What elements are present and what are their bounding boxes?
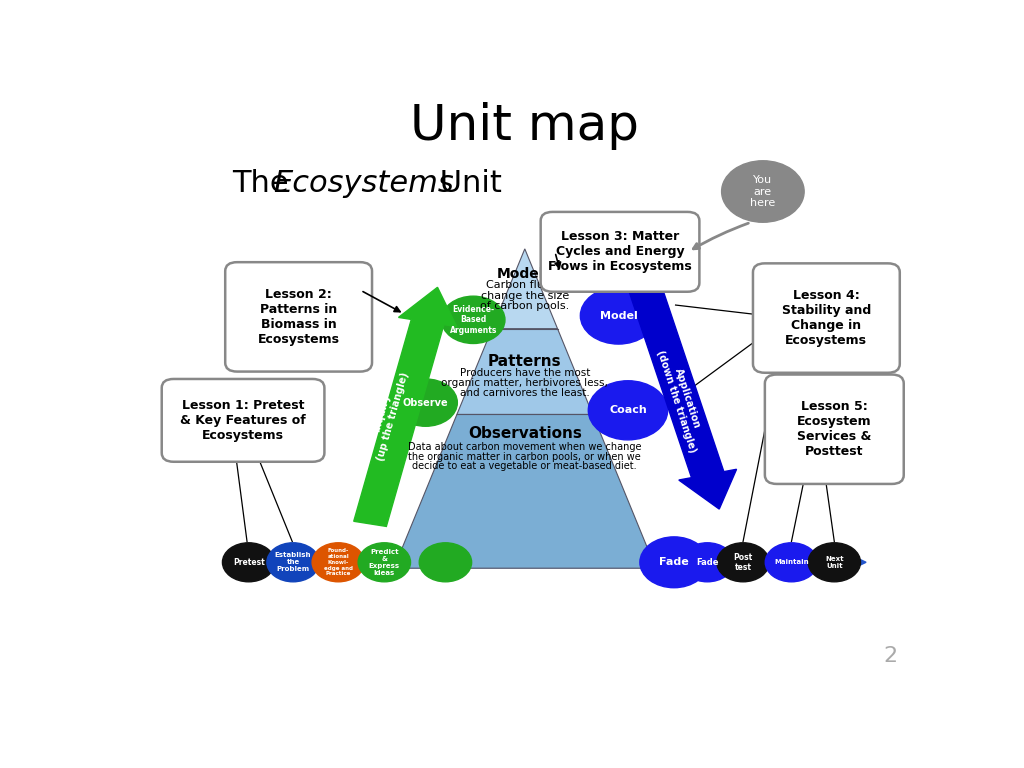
Circle shape xyxy=(394,379,458,426)
Text: and carnivores the least.: and carnivores the least. xyxy=(460,389,590,399)
Text: Next
Unit: Next Unit xyxy=(825,556,844,569)
Text: Lesson 3: Matter
Cycles and Energy
Flows in Ecosystems: Lesson 3: Matter Cycles and Energy Flows… xyxy=(548,230,692,273)
FancyBboxPatch shape xyxy=(753,263,900,372)
Text: Ecosystems: Ecosystems xyxy=(273,169,454,198)
Text: organic matter, herbivores less,: organic matter, herbivores less, xyxy=(441,379,608,389)
FancyBboxPatch shape xyxy=(225,262,372,372)
FancyBboxPatch shape xyxy=(765,375,904,484)
Text: Fade: Fade xyxy=(696,558,719,567)
Polygon shape xyxy=(493,249,557,329)
Circle shape xyxy=(358,543,411,582)
Circle shape xyxy=(222,543,274,582)
Circle shape xyxy=(588,381,668,440)
Text: You
are
here: You are here xyxy=(751,175,775,208)
Text: Lesson 5:
Ecosystem
Services &
Posttest: Lesson 5: Ecosystem Services & Posttest xyxy=(797,400,871,458)
Text: Producers have the most: Producers have the most xyxy=(460,369,590,379)
Circle shape xyxy=(419,543,472,582)
Circle shape xyxy=(681,543,733,582)
Text: Fade: Fade xyxy=(659,558,689,568)
Text: Unit map: Unit map xyxy=(411,102,639,150)
FancyArrow shape xyxy=(353,287,457,526)
Polygon shape xyxy=(457,329,593,415)
Text: Found-
ational
Knowl-
edge and
Practice: Found- ational Knowl- edge and Practice xyxy=(324,548,353,577)
Text: Application
(down the triangle): Application (down the triangle) xyxy=(655,346,709,454)
Text: Unit: Unit xyxy=(430,169,502,198)
FancyArrow shape xyxy=(624,270,736,509)
Text: Model: Model xyxy=(600,311,637,321)
Text: Evidence-
Based
Arguments: Evidence- Based Arguments xyxy=(450,305,497,335)
Text: of carbon pools.: of carbon pools. xyxy=(480,301,569,311)
Circle shape xyxy=(312,543,365,582)
Text: Patterns: Patterns xyxy=(488,353,561,369)
Text: Observe: Observe xyxy=(402,398,449,408)
Polygon shape xyxy=(394,415,655,568)
Text: Post
test: Post test xyxy=(733,553,753,572)
Circle shape xyxy=(267,543,319,582)
Circle shape xyxy=(765,543,817,582)
Text: Inquiry
(up the triangle): Inquiry (up the triangle) xyxy=(365,367,411,462)
Text: Carbon fluxes: Carbon fluxes xyxy=(486,280,563,290)
Text: 2: 2 xyxy=(884,646,898,666)
Text: The: The xyxy=(232,169,298,198)
Circle shape xyxy=(717,543,769,582)
Text: Coach: Coach xyxy=(609,406,647,415)
Text: Predict
&
Express
Ideas: Predict & Express Ideas xyxy=(369,549,400,576)
Text: Lesson 1: Pretest
& Key Features of
Ecosystems: Lesson 1: Pretest & Key Features of Ecos… xyxy=(180,399,306,442)
Circle shape xyxy=(640,537,709,588)
Text: change the size: change the size xyxy=(480,291,569,301)
Text: Pretest: Pretest xyxy=(232,558,264,567)
Text: Establish
the
Problem: Establish the Problem xyxy=(274,552,311,572)
Circle shape xyxy=(581,287,656,344)
Text: Maintain: Maintain xyxy=(774,559,809,565)
Circle shape xyxy=(808,543,860,582)
Circle shape xyxy=(722,161,804,222)
Text: Lesson 4:
Stability and
Change in
Ecosystems: Lesson 4: Stability and Change in Ecosys… xyxy=(781,289,871,347)
Circle shape xyxy=(441,296,505,343)
Text: Observations: Observations xyxy=(468,426,582,442)
Text: the organic matter in carbon pools, or when we: the organic matter in carbon pools, or w… xyxy=(409,452,641,462)
Text: decide to eat a vegetable or meat-based diet.: decide to eat a vegetable or meat-based … xyxy=(413,461,637,472)
FancyBboxPatch shape xyxy=(162,379,325,462)
FancyArrow shape xyxy=(236,553,866,571)
Text: Lesson 2:
Patterns in
Biomass in
Ecosystems: Lesson 2: Patterns in Biomass in Ecosyst… xyxy=(258,288,340,346)
Text: Models: Models xyxy=(497,266,553,280)
Text: Data about carbon movement when we change: Data about carbon movement when we chang… xyxy=(408,442,642,452)
FancyBboxPatch shape xyxy=(541,212,699,292)
